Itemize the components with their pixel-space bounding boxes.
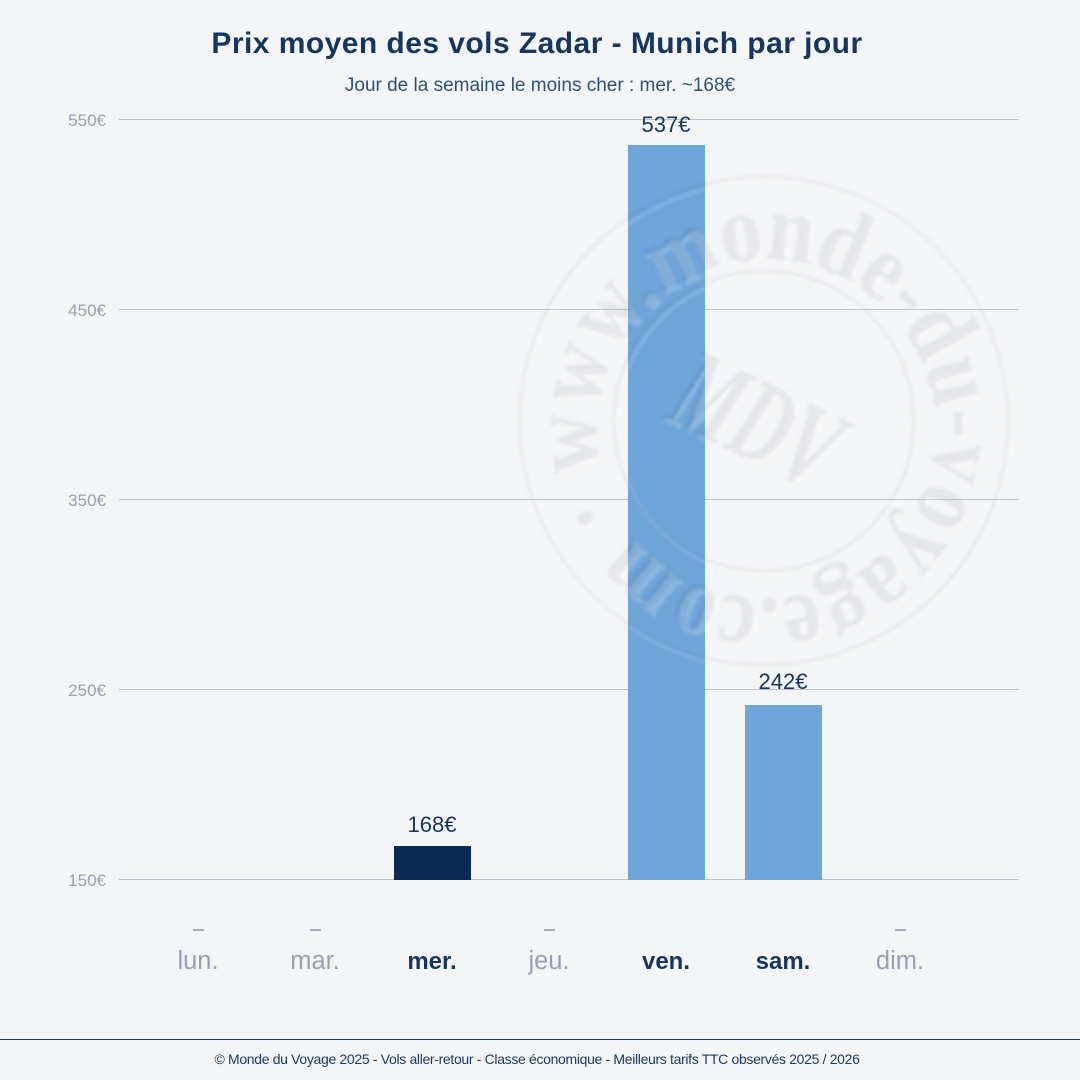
- svg-text:MDV: MDV: [650, 323, 867, 519]
